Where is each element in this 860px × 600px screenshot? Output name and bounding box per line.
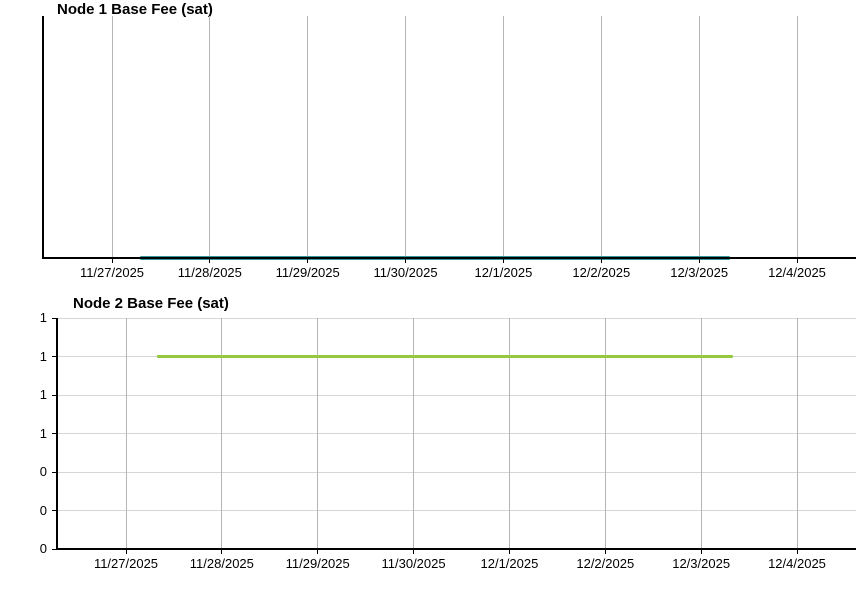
v-gridline <box>209 16 211 258</box>
y-tick <box>52 471 57 473</box>
x-tick <box>698 258 700 263</box>
y-tick-label: 0 <box>39 502 47 518</box>
v-gridline <box>221 318 223 549</box>
y-tick-label: 1 <box>39 310 47 325</box>
y-tick-label: 1 <box>39 425 47 441</box>
h-gridline <box>57 510 856 511</box>
x-tick <box>111 258 113 263</box>
y-tick <box>52 356 57 357</box>
chart-title-node2: Node 2 Base Fee (sat) <box>73 295 229 312</box>
x-tick <box>700 549 702 554</box>
v-gridline <box>796 16 798 258</box>
v-gridline <box>125 318 127 549</box>
x-tick <box>307 258 309 263</box>
v-gridline <box>317 318 319 549</box>
x-tick-label: 12/3/2025 <box>670 265 729 280</box>
x-tick <box>125 549 127 554</box>
x-tick-label: 11/27/2025 <box>79 265 145 280</box>
x-tick <box>600 258 602 263</box>
y-tick <box>52 433 57 434</box>
v-gridline <box>700 318 702 549</box>
v-gridline <box>405 16 407 258</box>
x-tick-label: 12/4/2025 <box>768 265 826 280</box>
x-tick-label: 12/3/2025 <box>672 556 731 571</box>
series-line-node2-base-fee <box>156 355 733 358</box>
x-tick-label: 12/1/2025 <box>474 265 533 280</box>
x-axis <box>42 257 856 259</box>
v-gridline <box>307 16 309 258</box>
x-tick-label: 11/28/2025 <box>177 265 242 280</box>
x-tick <box>604 549 606 554</box>
h-gridline <box>57 471 856 473</box>
v-gridline <box>796 318 798 549</box>
x-tick <box>413 549 415 554</box>
x-tick <box>502 258 504 263</box>
x-tick-label: 12/4/2025 <box>768 556 826 571</box>
y-tick-label: 1 <box>39 387 47 402</box>
y-tick <box>52 548 57 550</box>
x-tick-label: 12/2/2025 <box>576 556 635 571</box>
y-tick-label: 0 <box>39 541 47 556</box>
x-tick-label: 11/29/2025 <box>285 556 350 571</box>
y-tick-label: 1 <box>39 348 47 364</box>
x-tick <box>221 549 223 554</box>
x-tick-label: 11/28/2025 <box>189 556 254 571</box>
x-tick-label: 12/1/2025 <box>480 556 539 571</box>
x-tick-label: 11/27/2025 <box>93 556 159 571</box>
y-tick <box>52 317 57 319</box>
x-tick <box>796 549 798 554</box>
x-axis <box>56 548 856 550</box>
v-gridline <box>604 318 606 549</box>
h-gridline <box>57 394 856 396</box>
x-tick-label: 11/29/2025 <box>275 265 340 280</box>
x-tick <box>405 258 407 263</box>
x-tick <box>796 258 798 263</box>
v-gridline <box>508 318 510 549</box>
v-gridline <box>502 16 504 258</box>
v-gridline <box>600 16 602 258</box>
y-tick <box>52 394 57 396</box>
h-gridline <box>57 317 856 319</box>
x-tick <box>508 549 510 554</box>
x-tick <box>209 258 211 263</box>
x-tick-label: 11/30/2025 <box>373 265 438 280</box>
x-tick-label: 11/30/2025 <box>381 556 446 571</box>
h-gridline <box>57 433 856 434</box>
x-tick <box>317 549 319 554</box>
v-gridline <box>413 318 415 549</box>
y-axis <box>42 16 44 258</box>
v-gridline <box>111 16 113 258</box>
chart-title-node1: Node 1 Base Fee (sat) <box>57 1 213 18</box>
y-tick <box>52 510 57 511</box>
v-gridline <box>698 16 700 258</box>
y-tick-label: 0 <box>39 464 47 479</box>
y-axis <box>56 318 58 549</box>
x-tick-label: 12/2/2025 <box>572 265 631 280</box>
